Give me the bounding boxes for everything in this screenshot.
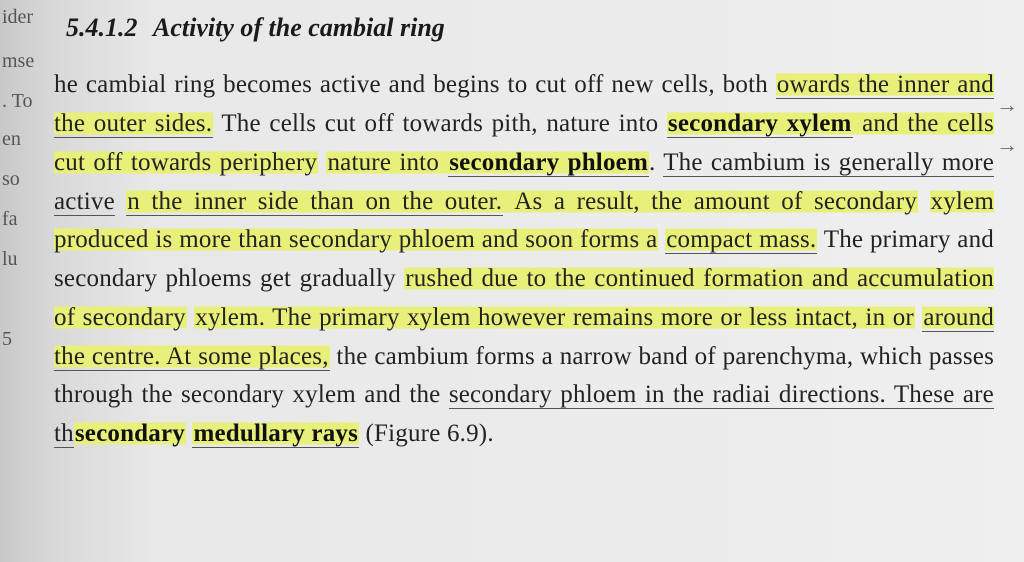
margin-fragment: lu	[2, 248, 18, 271]
arrow-icon: →	[996, 132, 1018, 158]
margin-fragment: 5	[2, 328, 12, 351]
bold-term: secondary phloem	[448, 149, 649, 177]
highlighted-text: As a result, the amount of secondary	[503, 188, 918, 215]
section-title: Activity of the cambial ring	[153, 13, 445, 42]
margin-fragment: en	[2, 128, 21, 151]
text-line: nature into	[546, 110, 667, 137]
margin-fragment: mse	[2, 50, 34, 73]
margin-fragment: . To	[2, 90, 32, 113]
margin-fragment: ider	[2, 6, 33, 29]
paragraph: he cambial ring becomes active and begin…	[30, 66, 994, 454]
section-number: 5.4.1.2	[66, 13, 138, 42]
highlighted-text: compact mass.	[665, 226, 817, 254]
text-line: The cells cut off towards pith,	[213, 110, 538, 137]
margin-fragment: so	[2, 168, 20, 191]
text-line: .	[649, 149, 663, 176]
text-line: the cambium forms a narrow band of	[330, 343, 716, 370]
margin-fragment: fa	[2, 208, 18, 231]
text-line: (Figure 6.9).	[359, 420, 494, 447]
arrow-icon: →	[996, 92, 1018, 118]
page-content: 5.4.1.2 Activity of the cambial ring he …	[0, 0, 1024, 474]
bold-term: secondary	[74, 420, 186, 447]
text-line: he cambial ring becomes active and begin…	[54, 71, 768, 98]
highlighted-text: xylem. The primary xylem however remains…	[194, 304, 915, 331]
bold-term: secondary xylem	[667, 110, 853, 138]
highlighted-text: n the inner side than on the outer.	[126, 188, 503, 216]
highlighted-text: nature into	[326, 149, 448, 176]
section-heading: 5.4.1.2 Activity of the cambial ring	[30, 8, 994, 48]
bold-term: medullary rays	[192, 420, 359, 448]
